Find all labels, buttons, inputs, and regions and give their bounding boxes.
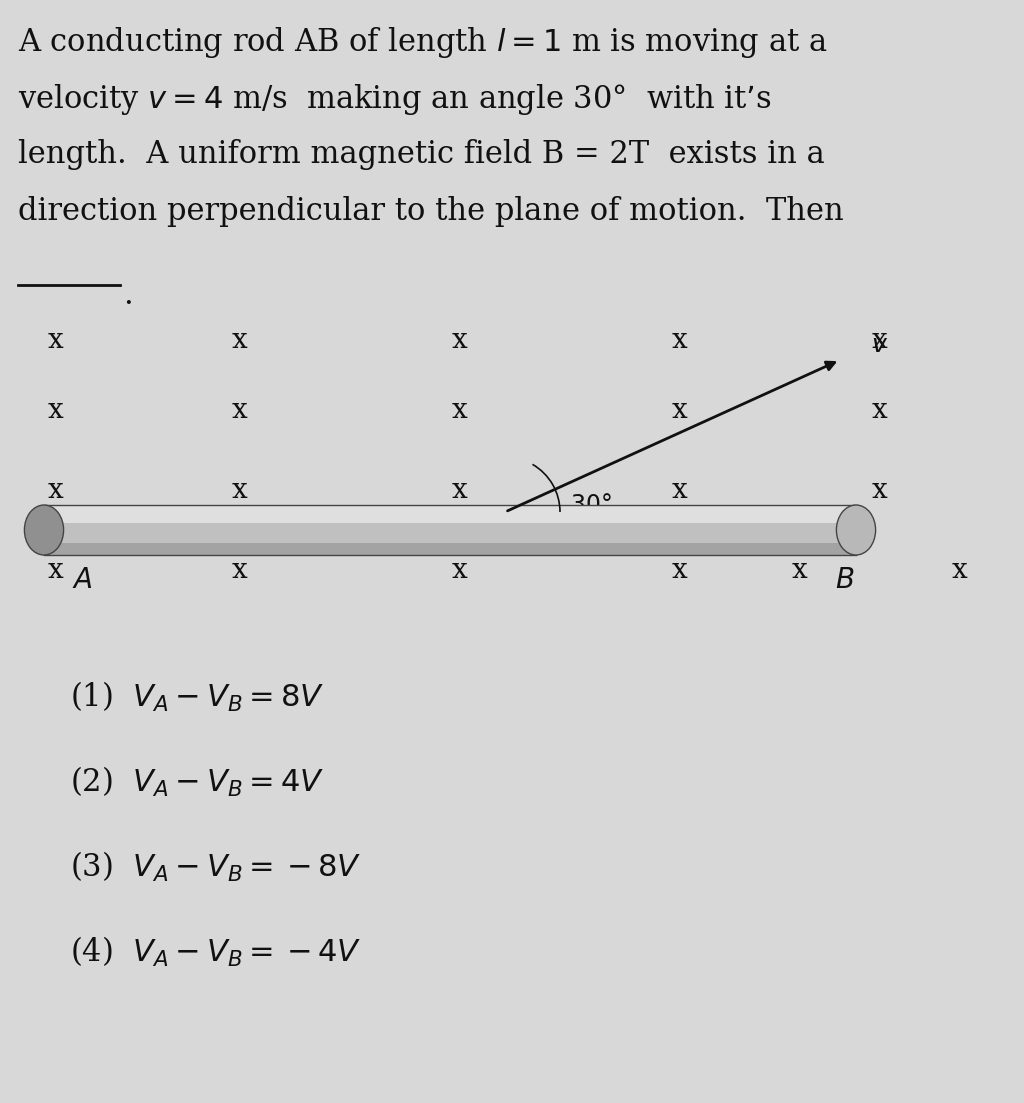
Text: x: x: [47, 557, 62, 583]
Text: x: x: [453, 396, 468, 424]
Text: x: x: [872, 326, 888, 353]
Text: (1)  $V_A - V_B = 8V$: (1) $V_A - V_B = 8V$: [70, 681, 325, 714]
Text: x: x: [232, 396, 248, 424]
Text: (3)  $V_A - V_B = -8V$: (3) $V_A - V_B = -8V$: [70, 850, 361, 885]
Bar: [44, 543, 856, 555]
Text: x: x: [232, 476, 248, 503]
Text: (2)  $V_A - V_B = 4V$: (2) $V_A - V_B = 4V$: [70, 765, 325, 799]
Text: x: x: [672, 557, 688, 583]
Text: x: x: [47, 326, 62, 353]
Text: x: x: [952, 557, 968, 583]
Ellipse shape: [25, 505, 63, 555]
Text: $A$: $A$: [72, 567, 92, 593]
Text: x: x: [232, 326, 248, 353]
Text: $v$: $v$: [871, 333, 889, 356]
Text: x: x: [47, 396, 62, 424]
Text: x: x: [672, 396, 688, 424]
Text: .: .: [123, 280, 133, 311]
Text: $B$: $B$: [836, 567, 855, 593]
Text: velocity $v = 4$ m/s  making an angle 30°  with it’s: velocity $v = 4$ m/s making an angle 30°…: [18, 82, 772, 117]
Text: x: x: [872, 476, 888, 503]
Text: A conducting rod AB of length $l = 1$ m is moving at a: A conducting rod AB of length $l = 1$ m …: [18, 25, 827, 60]
Text: direction perpendicular to the plane of motion.  Then: direction perpendicular to the plane of …: [18, 196, 844, 227]
Text: x: x: [47, 476, 62, 503]
Bar: [44, 505, 856, 555]
Text: x: x: [232, 557, 248, 583]
Text: length.  A uniform magnetic field B = 2T  exists in a: length. A uniform magnetic field B = 2T …: [18, 139, 824, 170]
Text: x: x: [793, 557, 808, 583]
Text: x: x: [453, 326, 468, 353]
Text: (4)  $V_A - V_B = -4V$: (4) $V_A - V_B = -4V$: [70, 935, 361, 970]
Text: x: x: [453, 476, 468, 503]
Text: x: x: [453, 557, 468, 583]
Text: x: x: [672, 326, 688, 353]
Text: x: x: [872, 396, 888, 424]
Text: x: x: [672, 476, 688, 503]
Text: $30°$: $30°$: [570, 493, 611, 516]
Bar: [44, 505, 856, 523]
Ellipse shape: [837, 505, 876, 555]
